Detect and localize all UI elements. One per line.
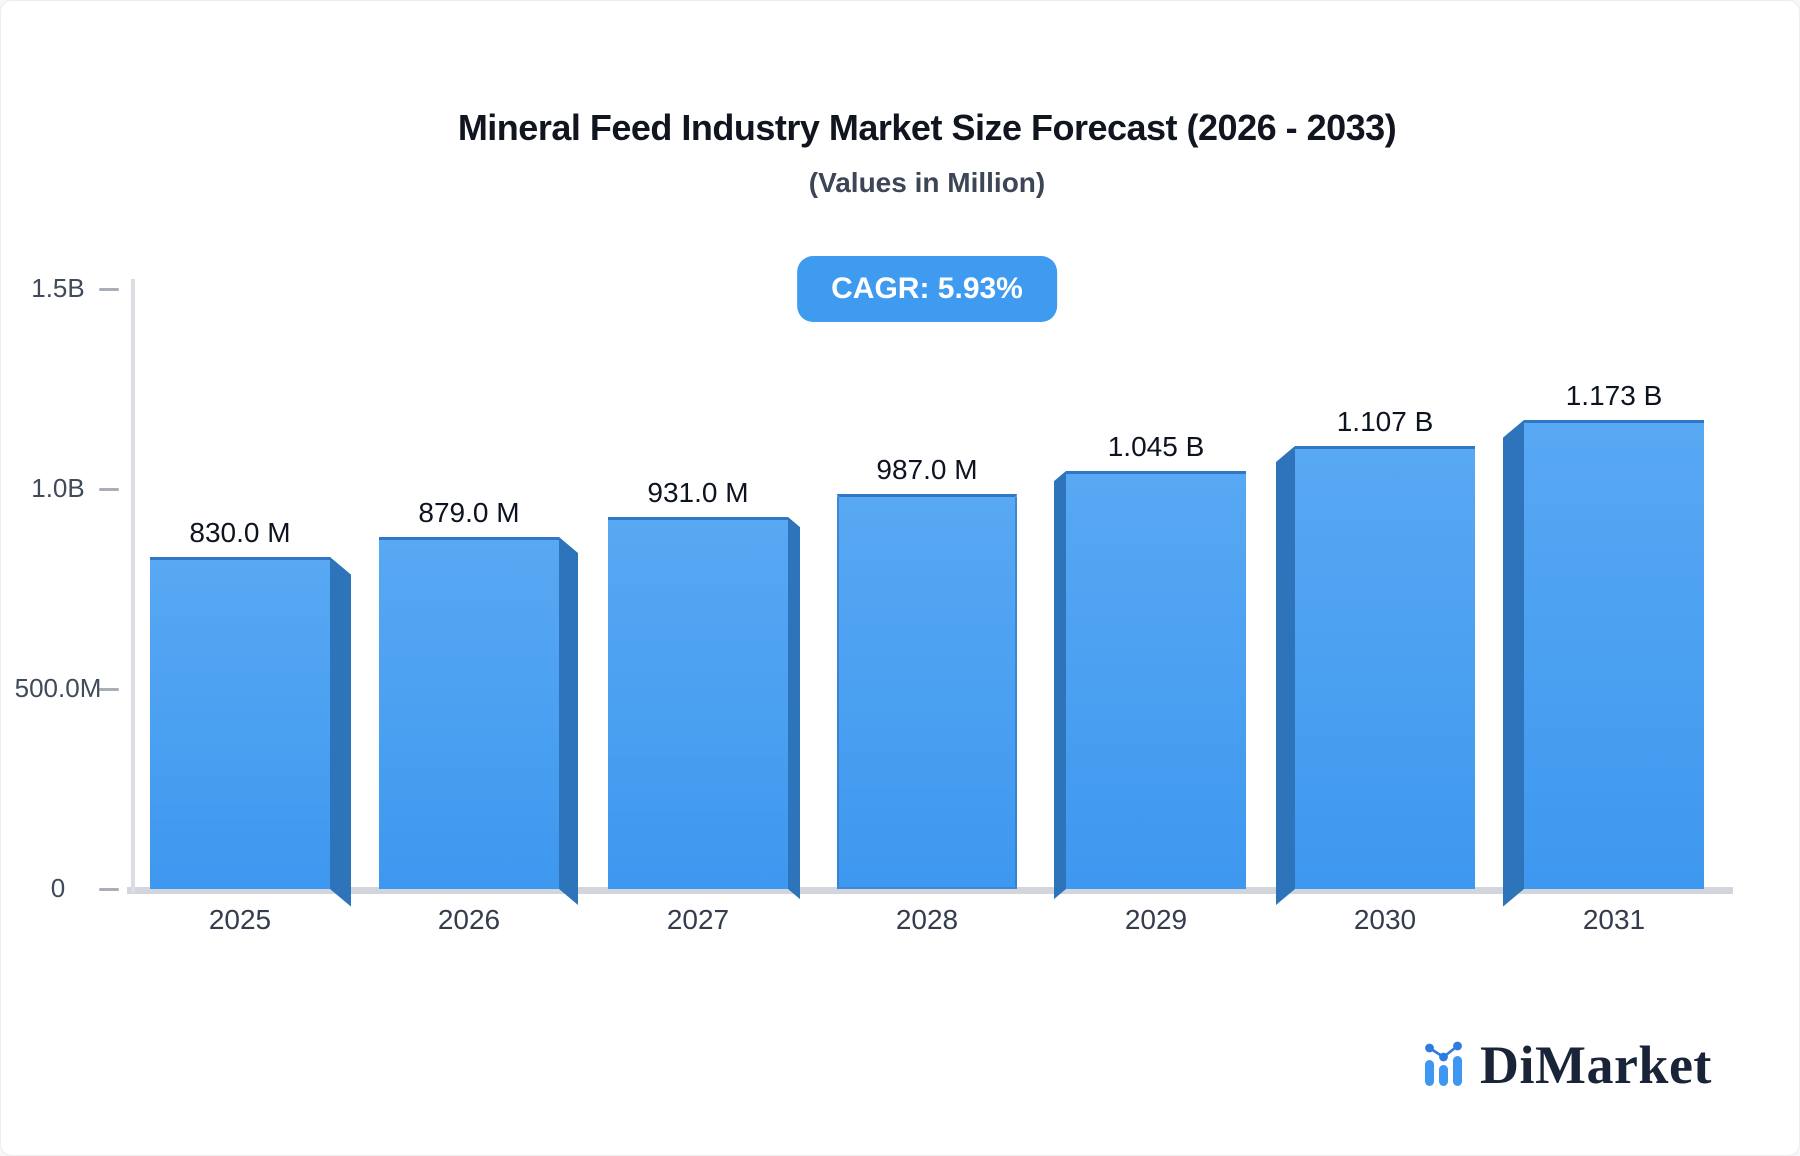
bar-value-label-2031: 1.173 B	[1565, 380, 1663, 411]
bar-side-face-2030	[1276, 446, 1295, 905]
bar-value-label-2029: 1.045 B	[1107, 431, 1205, 462]
logo-text: DiMarket	[1480, 1035, 1712, 1095]
bar-value-label-2027: 931.0 M	[647, 477, 749, 508]
chart-title: Mineral Feed Industry Market Size Foreca…	[457, 107, 1397, 148]
bar-2027[interactable]	[608, 517, 788, 889]
y-tick-label: 500.0M	[14, 673, 102, 703]
x-tick-label-2025: 2025	[208, 904, 272, 935]
x-tick-label-2027: 2027	[666, 904, 730, 935]
bar-chart-with-dots-icon	[1425, 1041, 1462, 1086]
bar-side-face-2031	[1503, 420, 1524, 907]
bar-2029[interactable]	[1066, 471, 1246, 889]
bar-value-label-2028: 987.0 M	[876, 454, 978, 485]
y-tick-mark	[99, 888, 119, 891]
y-tick-label: 1.5B	[31, 273, 85, 303]
y-tick-label: 0	[50, 873, 66, 903]
x-tick-label-2029: 2029	[1124, 904, 1188, 935]
y-tick-mark	[99, 488, 119, 491]
y-tick-mark	[99, 288, 119, 291]
bar-value-label-2030: 1.107 B	[1336, 406, 1434, 437]
bar-value-label-2026: 879.0 M	[418, 497, 520, 528]
bar-side-face-2026	[559, 537, 578, 905]
bar-2028[interactable]	[837, 494, 1017, 889]
bar-2026[interactable]	[379, 537, 559, 889]
bar-value-label-2025: 830.0 M	[189, 517, 291, 548]
chart-subtitle: (Values in Million)	[808, 167, 1046, 198]
x-tick-label-2028: 2028	[895, 904, 959, 935]
x-tick-label-2030: 2030	[1353, 904, 1417, 935]
y-tick-label: 1.0B	[31, 473, 85, 503]
bar-2031[interactable]	[1524, 420, 1704, 889]
bar-side-face-2025	[330, 557, 351, 907]
bar-side-face-2029	[1054, 471, 1066, 900]
bar-side-face-2027	[788, 517, 800, 900]
y-axis-line	[131, 279, 135, 893]
y-tick-mark	[99, 688, 119, 691]
dimarket-logo: DiMarket	[1422, 1035, 1712, 1095]
x-tick-label-2031: 2031	[1582, 904, 1646, 935]
bar-2030[interactable]	[1295, 446, 1475, 889]
x-tick-label-2026: 2026	[437, 904, 501, 935]
bar-2025[interactable]	[150, 557, 330, 889]
cagr-badge: CAGR: 5.93%	[797, 256, 1057, 322]
x-axis-line	[127, 887, 1733, 894]
